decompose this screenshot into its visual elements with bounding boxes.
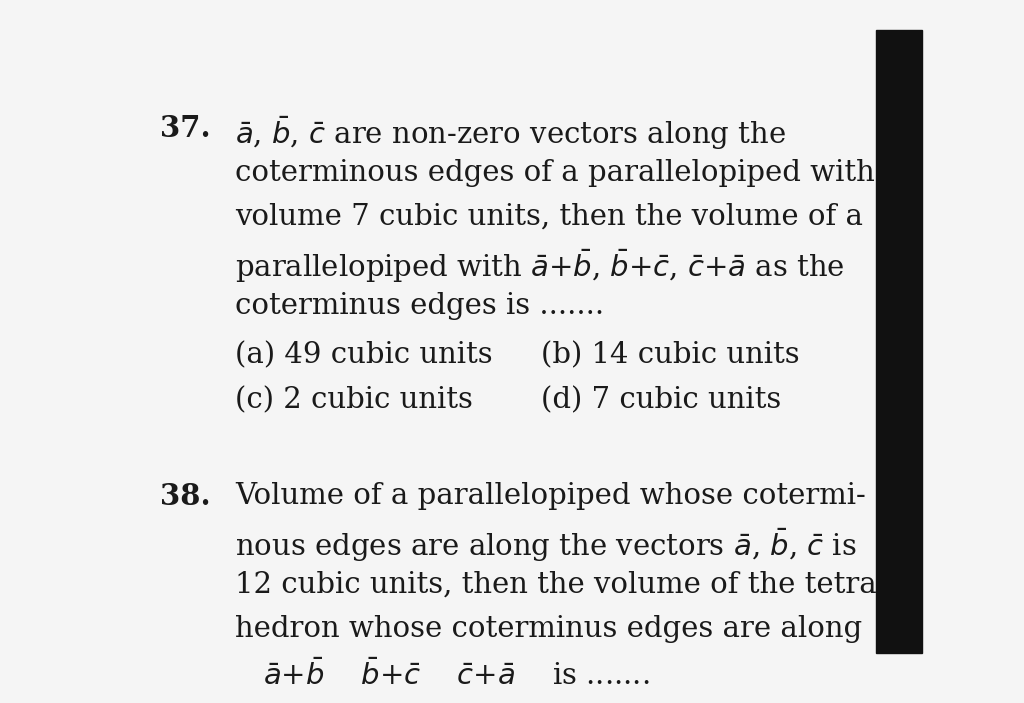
Text: (b) 14 cubic units: (b) 14 cubic units (541, 342, 800, 370)
Text: 12 cubic units, then the volume of the tetra-: 12 cubic units, then the volume of the t… (236, 570, 887, 598)
Text: nous edges are along the vectors $\bar{a}$, $\bar{b}$, $\bar{c}$ is: nous edges are along the vectors $\bar{a… (236, 526, 857, 564)
Text: 37.: 37. (160, 114, 210, 143)
Text: (c) 2 cubic units: (c) 2 cubic units (236, 386, 473, 414)
Text: (a) 49 cubic units: (a) 49 cubic units (236, 342, 493, 370)
Text: (d) 7 cubic units: (d) 7 cubic units (541, 386, 781, 414)
Text: $\bar{a}$, $\bar{b}$, $\bar{c}$ are non-zero vectors along the: $\bar{a}$, $\bar{b}$, $\bar{c}$ are non-… (236, 114, 786, 152)
Text: volume 7 cubic units, then the volume of a: volume 7 cubic units, then the volume of… (236, 203, 863, 231)
Text: Volume of a parallelopiped whose cotermi-: Volume of a parallelopiped whose cotermi… (236, 482, 866, 510)
Bar (876, 30, 922, 652)
Text: coterminus edges is .......: coterminus edges is ....... (236, 292, 604, 320)
Text: parallelopiped with $\bar{a}$+$\bar{b}$, $\bar{b}$+$\bar{c}$, $\bar{c}$+$\bar{a}: parallelopiped with $\bar{a}$+$\bar{b}$,… (236, 247, 845, 285)
Text: coterminous edges of a parallelopiped with: coterminous edges of a parallelopiped wi… (236, 158, 874, 186)
Text: hedron whose coterminus edges are along: hedron whose coterminus edges are along (236, 615, 862, 643)
Text: $\bar{a}$+$\bar{b}$    $\bar{b}$+$\bar{c}$    $\bar{c}$+$\bar{a}$    is .......: $\bar{a}$+$\bar{b}$ $\bar{b}$+$\bar{c}$ … (263, 659, 649, 691)
Text: 38.: 38. (160, 482, 210, 510)
